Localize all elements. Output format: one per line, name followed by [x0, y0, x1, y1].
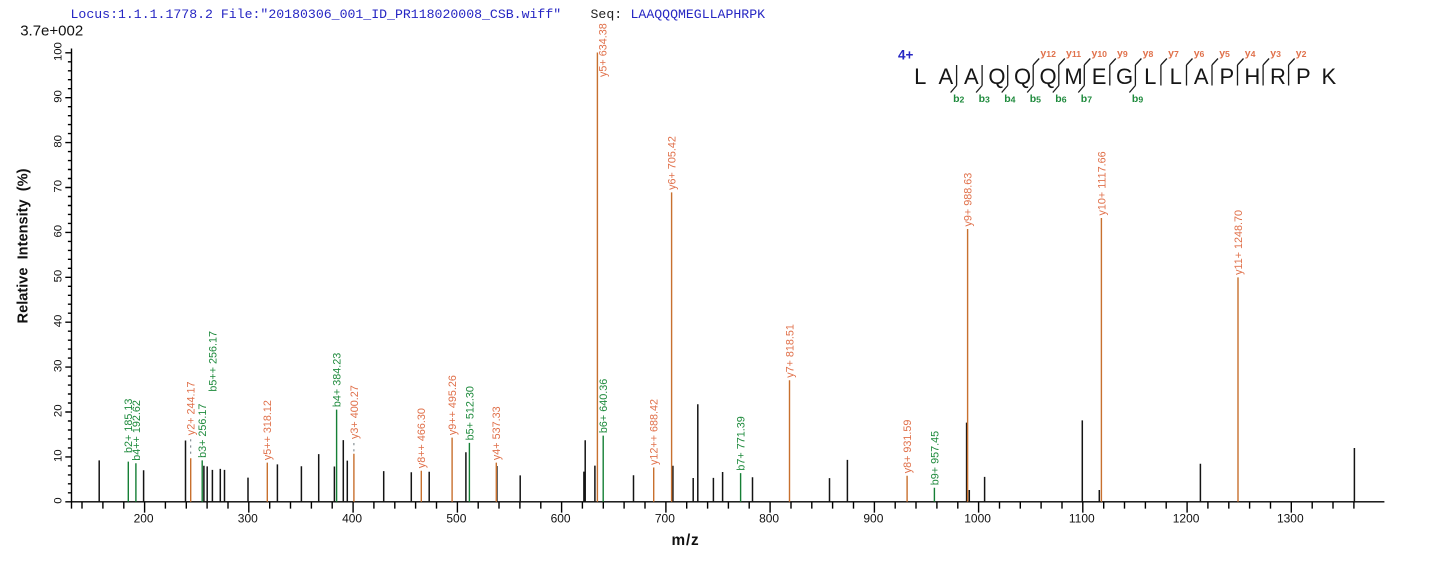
svg-text:y2: y2 [1296, 48, 1307, 60]
svg-text:y11: y11 [1066, 48, 1081, 60]
svg-text:1300: 1300 [1277, 511, 1304, 525]
svg-text:b7: b7 [1081, 93, 1092, 105]
svg-text:1200: 1200 [1173, 511, 1200, 525]
svg-text:L: L [914, 64, 926, 89]
svg-text:600: 600 [551, 511, 571, 525]
svg-text:b6: b6 [1055, 93, 1066, 105]
svg-text:4+: 4+ [898, 48, 914, 63]
svg-text:30: 30 [53, 360, 65, 373]
svg-text:A: A [1194, 64, 1209, 89]
svg-text:b3: b3 [979, 93, 990, 105]
svg-text:y8+ 931.59: y8+ 931.59 [902, 420, 914, 474]
svg-text:10: 10 [53, 449, 65, 462]
svg-text:1100: 1100 [1069, 511, 1095, 525]
svg-text:b4: b4 [1004, 93, 1015, 105]
svg-text:Relative Intensity (%): Relative Intensity (%) [16, 168, 32, 323]
svg-text:y9++ 495.26: y9++ 495.26 [447, 375, 459, 435]
svg-text:0: 0 [53, 497, 65, 503]
svg-text:H: H [1244, 64, 1260, 89]
svg-text:20: 20 [53, 405, 65, 418]
svg-text:b5++ 256.17: b5++ 256.17 [207, 331, 219, 392]
svg-text:40: 40 [53, 315, 65, 328]
svg-text:b6+ 640.36: b6+ 640.36 [598, 379, 610, 433]
svg-text:3.7e+002: 3.7e+002 [20, 23, 83, 40]
svg-text:Seq:: Seq: [591, 7, 623, 22]
svg-text:90: 90 [53, 90, 65, 103]
svg-text:y7+ 818.51: y7+ 818.51 [784, 324, 796, 378]
svg-text:b2+ 185.13: b2+ 185.13 [123, 399, 135, 453]
svg-text:y7: y7 [1168, 48, 1179, 60]
svg-text:y6+ 705.42: y6+ 705.42 [667, 136, 679, 190]
svg-text:400: 400 [342, 511, 362, 525]
svg-text:80: 80 [53, 135, 65, 148]
svg-text:700: 700 [655, 511, 675, 525]
svg-text:50: 50 [53, 270, 65, 283]
svg-text:y11+ 1248.70: y11+ 1248.70 [1233, 210, 1245, 275]
svg-text:P: P [1219, 64, 1234, 89]
svg-text:y5: y5 [1219, 48, 1230, 60]
svg-text:300: 300 [238, 511, 258, 525]
svg-text:K: K [1322, 64, 1337, 89]
svg-text:M: M [1064, 64, 1082, 89]
svg-text:b4++ 192.62: b4++ 192.62 [131, 400, 143, 461]
svg-text:y10: y10 [1092, 48, 1108, 60]
svg-text:y2+ 244.17: y2+ 244.17 [186, 381, 198, 435]
svg-text:b7+ 771.39: b7+ 771.39 [736, 416, 748, 470]
svg-text:Locus:1.1.1.1778.2 File:"20180: Locus:1.1.1.1778.2 File:"20180306_001_ID… [71, 7, 562, 22]
svg-text:y5++ 318.12: y5++ 318.12 [262, 400, 274, 460]
svg-text:900: 900 [863, 511, 883, 525]
svg-text:b2: b2 [953, 93, 964, 105]
svg-text:L: L [1144, 64, 1156, 89]
svg-text:b9: b9 [1132, 93, 1143, 105]
svg-text:L: L [1170, 64, 1182, 89]
svg-text:y9+ 988.63: y9+ 988.63 [963, 173, 975, 227]
svg-text:500: 500 [446, 511, 466, 525]
svg-text:y3: y3 [1270, 48, 1281, 60]
svg-text:R: R [1270, 64, 1286, 89]
svg-text:b3+ 256.17: b3+ 256.17 [197, 404, 209, 458]
svg-text:y8: y8 [1143, 48, 1154, 60]
svg-text:y10+ 1117.66: y10+ 1117.66 [1096, 151, 1108, 215]
svg-text:y4+ 537.33: y4+ 537.33 [491, 406, 503, 460]
svg-text:y4: y4 [1245, 48, 1256, 60]
svg-text:Q: Q [1039, 64, 1056, 89]
svg-text:b5: b5 [1030, 93, 1041, 105]
svg-text:P: P [1296, 64, 1311, 89]
svg-text:m/z: m/z [672, 532, 700, 549]
svg-text:y3+ 400.27: y3+ 400.27 [349, 385, 361, 439]
svg-text:A: A [964, 64, 979, 89]
svg-text:100: 100 [53, 42, 65, 61]
svg-text:G: G [1116, 64, 1133, 89]
svg-text:800: 800 [759, 511, 779, 525]
svg-text:y12: y12 [1040, 48, 1056, 60]
svg-text:b9+ 957.45: b9+ 957.45 [929, 431, 941, 485]
svg-text:y8++ 466.30: y8++ 466.30 [416, 408, 428, 468]
svg-text:1000: 1000 [964, 511, 991, 525]
svg-text:b5+ 512.30: b5+ 512.30 [464, 386, 476, 440]
svg-text:b4+ 384.23: b4+ 384.23 [332, 353, 344, 407]
svg-text:y6: y6 [1194, 48, 1205, 60]
svg-text:Q: Q [988, 64, 1005, 89]
svg-text:y5+ 634.38: y5+ 634.38 [598, 23, 610, 77]
svg-text:A: A [938, 64, 953, 89]
svg-text:60: 60 [53, 225, 65, 238]
svg-text:200: 200 [134, 511, 154, 525]
svg-text:70: 70 [53, 180, 65, 193]
svg-text:LAAQQQMEGLLAPHRPK: LAAQQQMEGLLAPHRPK [631, 7, 766, 22]
svg-text:y12++ 688.42: y12++ 688.42 [649, 399, 661, 465]
svg-text:y9: y9 [1117, 48, 1128, 60]
svg-text:E: E [1092, 64, 1107, 89]
svg-text:Q: Q [1014, 64, 1031, 89]
